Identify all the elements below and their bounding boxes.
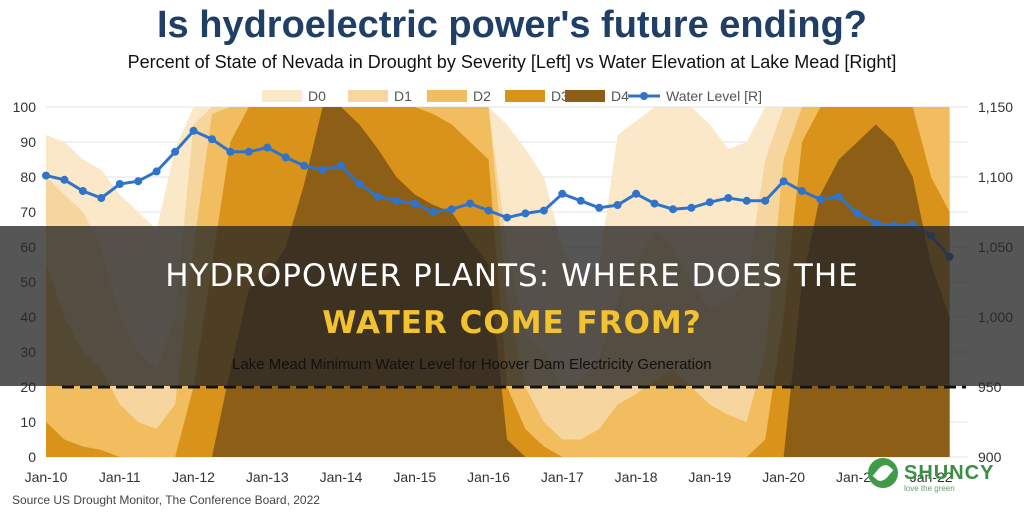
x-tick-label: Jan-18 [615, 469, 658, 485]
y-left-tick-label: 70 [20, 204, 36, 220]
water-level-point [300, 161, 309, 170]
legend-marker-water-level [640, 92, 648, 100]
water-level-point [134, 177, 143, 186]
water-level-point [595, 203, 604, 212]
legend-swatch-d4 [565, 90, 605, 102]
water-level-point [816, 195, 825, 204]
water-level-point [244, 147, 253, 156]
water-level-point [263, 143, 272, 152]
x-tick-label: Jan-15 [393, 469, 436, 485]
leaf-icon [868, 458, 898, 488]
banner-headline-line1: HYDROPOWER PLANTS: WHERE DOES THE [165, 258, 859, 294]
x-tick-label: Jan-14 [320, 469, 363, 485]
water-level-point [373, 192, 382, 201]
water-level-point [539, 206, 548, 215]
water-level-point [152, 167, 161, 176]
x-tick-label: Jan-17 [541, 469, 584, 485]
legend-label: D3 [551, 88, 569, 104]
legend-label: D2 [473, 88, 491, 104]
water-level-point [724, 194, 733, 202]
water-level-point [410, 199, 419, 208]
water-level-point [208, 135, 216, 144]
headline-banner [0, 226, 1024, 386]
water-level-point [429, 208, 438, 216]
water-level-point [318, 166, 327, 174]
x-tick-label: Jan-20 [762, 469, 805, 485]
water-level-point [484, 206, 493, 215]
banner-headline-line2: WATER COME FROM? [322, 305, 702, 341]
water-level-point [466, 199, 475, 208]
legend-swatch-d3 [505, 90, 545, 102]
x-tick-label: Jan-12 [172, 469, 215, 485]
water-level-point [447, 205, 456, 214]
y-right-tick-label: 1,100 [978, 169, 1013, 185]
x-tick-label: Jan-22 [910, 469, 953, 485]
water-level-point [834, 192, 843, 201]
water-level-point [761, 196, 770, 205]
source-note: Source US Drought Monitor, The Conferenc… [12, 493, 320, 507]
water-level-point [226, 147, 235, 156]
water-level-point [78, 187, 87, 195]
logo-wordmark: SHUNCY [904, 461, 995, 484]
water-level-point [503, 213, 511, 222]
water-level-point [521, 209, 530, 218]
legend-swatch-d1 [348, 90, 388, 102]
legend-label: D4 [611, 88, 629, 104]
water-level-point [392, 196, 401, 205]
water-level-point [705, 198, 714, 207]
shuncy-logo[interactable]: SHUNCY love the green [868, 458, 995, 493]
minimum-level-annotation: Lake Mead Minimum Water Level for Hoover… [232, 356, 712, 373]
water-level-point [60, 175, 69, 184]
y-left-tick-label: 10 [20, 414, 36, 430]
x-tick-label: Jan-10 [25, 469, 68, 485]
water-level-point [576, 196, 585, 205]
legend-label: D1 [394, 88, 412, 104]
water-level-point [871, 219, 880, 228]
y-left-tick-label: 0 [28, 449, 36, 465]
chart-subtitle: Percent of State of Nevada in Drought by… [127, 52, 897, 72]
water-level-point [281, 153, 290, 162]
water-level-point [632, 189, 641, 198]
page-title: Is hydroelectric power's future ending? [156, 4, 868, 46]
water-level-point [687, 203, 696, 212]
y-right-tick-label: 900 [978, 449, 1002, 465]
water-level-point [189, 126, 198, 135]
x-tick-label: Jan-16 [467, 469, 510, 485]
water-level-point [171, 147, 180, 156]
x-tick-label: Jan-13 [246, 469, 289, 485]
water-level-point [115, 180, 124, 188]
water-level-point [669, 205, 677, 214]
water-level-point [613, 201, 622, 209]
x-tick-label: Jan-19 [688, 469, 731, 485]
water-level-point [798, 187, 806, 195]
y-right-tick-label: 1,150 [978, 99, 1013, 115]
water-level-point [558, 189, 567, 198]
x-tick-label: Jan-11 [99, 469, 141, 485]
legend-swatch-d0 [262, 90, 302, 102]
logo-tagline: love the green [904, 484, 955, 493]
y-left-tick-label: 90 [20, 134, 36, 150]
water-level-point [42, 171, 50, 180]
y-left-tick-label: 80 [20, 169, 36, 185]
water-level-point [742, 196, 751, 205]
water-level-point [779, 177, 788, 186]
water-level-point [337, 161, 345, 170]
y-left-tick-label: 100 [13, 99, 37, 115]
water-level-point [97, 194, 106, 202]
water-level-point [650, 199, 659, 208]
water-level-point [853, 209, 862, 218]
water-level-point [355, 180, 364, 188]
legend-label: Water Level [R] [666, 88, 762, 104]
legend-swatch-d2 [427, 90, 467, 102]
legend-label: D0 [308, 88, 326, 104]
